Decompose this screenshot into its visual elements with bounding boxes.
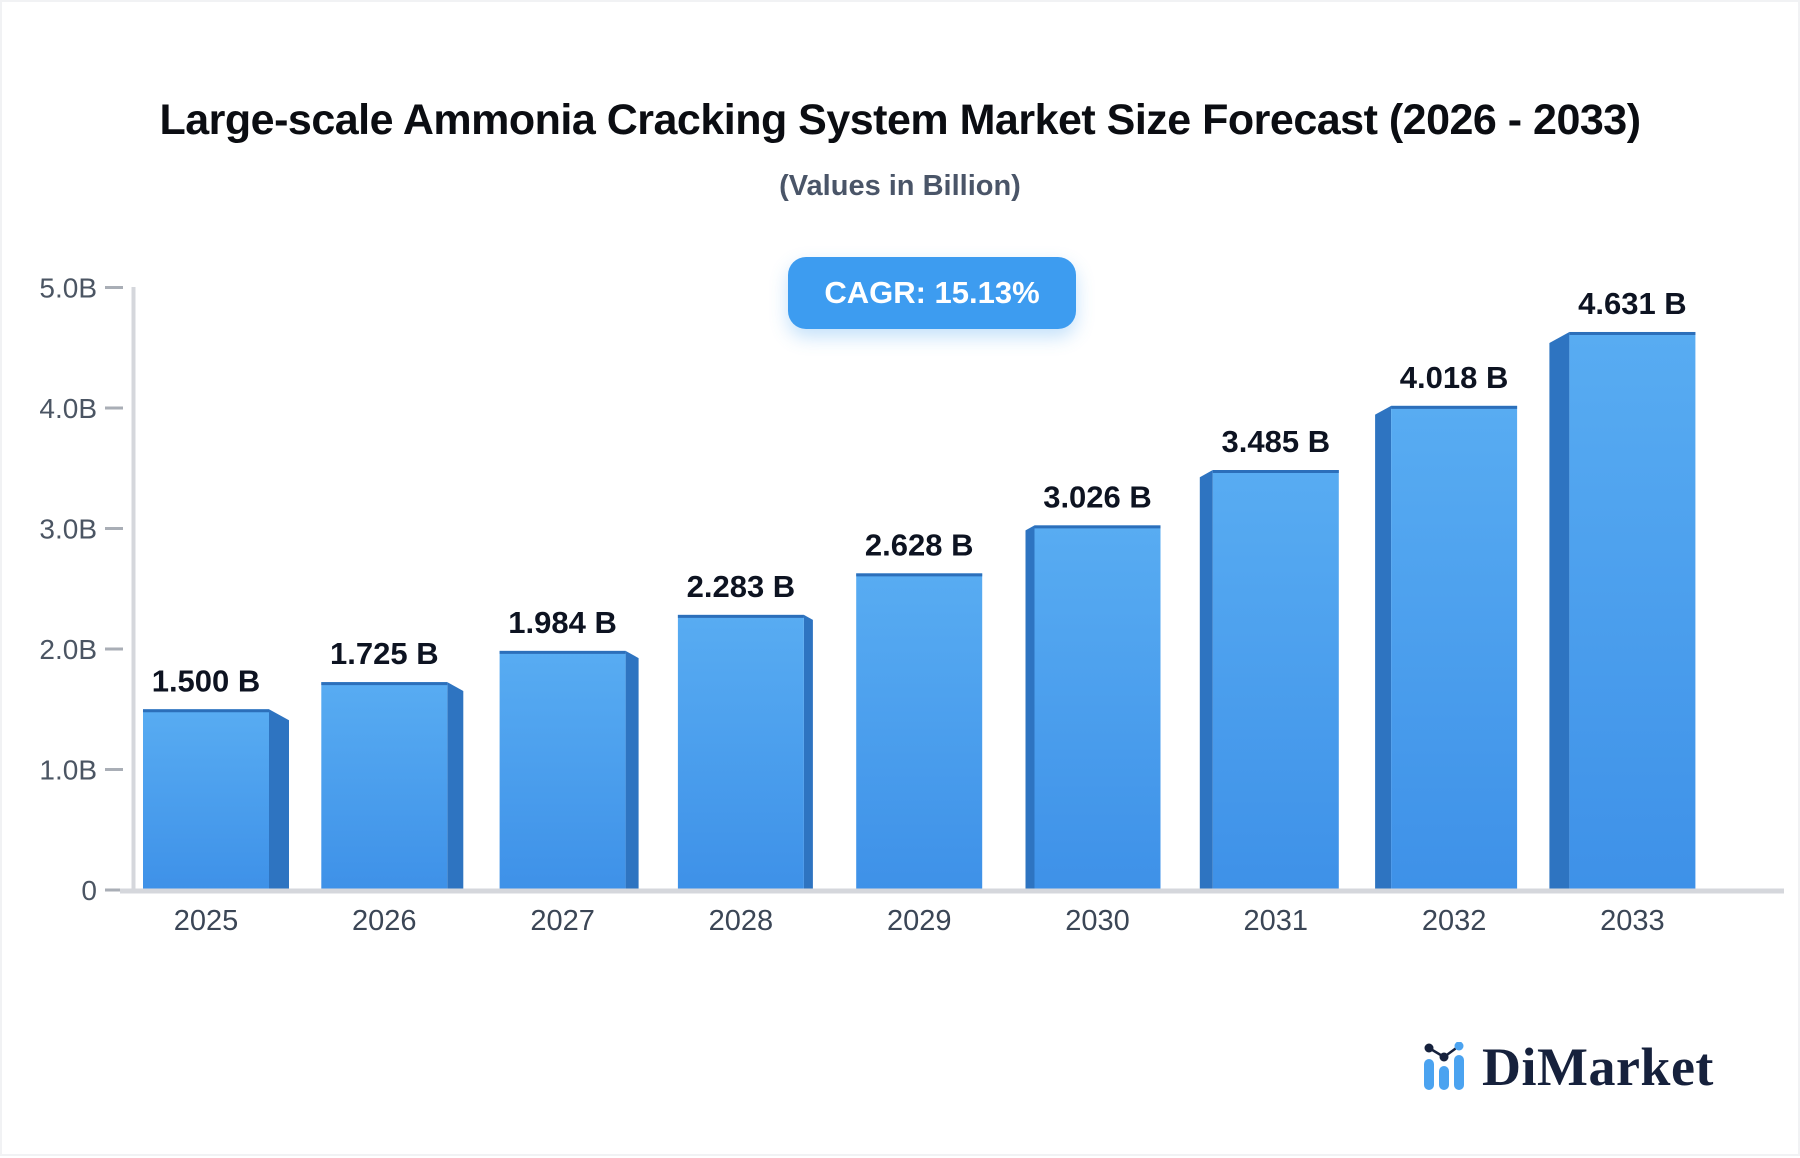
bar-side-face: [1199, 470, 1213, 889]
bar-side-face: [1549, 331, 1570, 890]
bar-value-label: 1.725 B: [330, 636, 439, 671]
page-subtitle: (Values in Billion): [779, 170, 1021, 202]
x-axis-label: 2027: [530, 905, 595, 937]
x-axis-label: 2030: [1065, 905, 1130, 937]
bar-2030: 3.026 B 2030: [1025, 479, 1161, 937]
x-axis-label: 2032: [1422, 905, 1487, 937]
y-axis-label: 3.0B: [39, 513, 97, 544]
y-axis-label: 0: [81, 875, 97, 906]
bar-side-face: [269, 709, 289, 889]
bar-2029: 2.628 B 2029: [856, 527, 983, 937]
y-axis-label: 5.0B: [39, 272, 97, 303]
bar-side-face: [447, 682, 464, 889]
bar-side-face: [1375, 405, 1392, 889]
bar-side-face: [803, 614, 813, 889]
bar-side-face: [625, 650, 639, 889]
bar-2027: 1.984 B 2027: [499, 605, 639, 937]
bar-main-face: [677, 614, 804, 890]
x-axis-label: 2029: [887, 905, 952, 937]
bar-side-face: [1025, 525, 1035, 889]
mini-bar-chart-icon: [1424, 1042, 1464, 1090]
bar-value-label: 2.283 B: [687, 569, 796, 604]
bar-value-label: 3.485 B: [1222, 424, 1331, 459]
brand-logo: DiMarket: [1422, 1040, 1714, 1094]
cagr-badge: CAGR: 15.13%: [788, 257, 1076, 329]
bar-2032: 4.018 B 2032: [1375, 360, 1518, 937]
bar-2033: 4.631 B 2033: [1549, 286, 1696, 937]
bar-main-face: [1212, 470, 1339, 890]
bar-value-label: 3.026 B: [1043, 479, 1152, 514]
bar-2031: 3.485 B 2031: [1199, 424, 1339, 937]
cagr-badge-label: CAGR: 15.13%: [824, 275, 1040, 310]
y-axis-label: 1.0B: [39, 754, 97, 785]
bar-main-face: [143, 709, 269, 890]
bar-value-label: 4.018 B: [1400, 360, 1509, 395]
bar-main-face: [321, 682, 448, 890]
bar-main-face: [1034, 525, 1161, 890]
brand-name: DiMarket: [1482, 1037, 1714, 1097]
y-axis-label: 2.0B: [39, 634, 97, 665]
bar-value-label: 2.628 B: [865, 527, 974, 562]
bar-main-face: [856, 573, 983, 890]
bar-2028: 2.283 B 2028: [677, 569, 813, 937]
x-axis-label: 2028: [709, 905, 774, 937]
bar-2026: 1.725 B 2026: [321, 636, 464, 937]
x-axis-label: 2025: [174, 905, 239, 937]
bar-main-face: [1391, 405, 1518, 890]
page-title: Large-scale Ammonia Cracking System Mark…: [159, 96, 1641, 144]
x-axis-label: 2031: [1244, 905, 1309, 937]
x-axis-label: 2033: [1600, 905, 1665, 937]
y-axis-label: 4.0B: [39, 393, 97, 424]
x-axis-label: 2026: [352, 905, 417, 937]
bar-main-face: [499, 650, 626, 890]
bar-value-label: 4.631 B: [1578, 286, 1687, 321]
bar-value-label: 1.984 B: [508, 605, 617, 640]
bar-2025: 1.500 B 2025: [143, 663, 289, 937]
bar-main-face: [1569, 331, 1696, 891]
bar-value-label: 1.500 B: [152, 663, 261, 698]
